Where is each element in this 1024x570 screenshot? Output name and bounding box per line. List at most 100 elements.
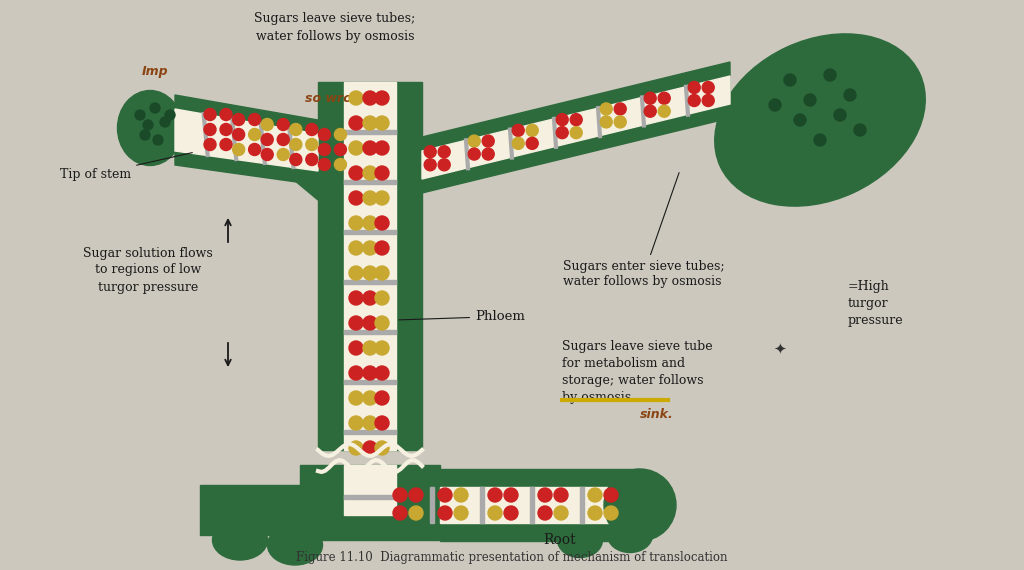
- Circle shape: [150, 103, 160, 113]
- Circle shape: [604, 506, 618, 520]
- Circle shape: [375, 316, 389, 330]
- Circle shape: [362, 291, 377, 305]
- Circle shape: [362, 391, 377, 405]
- Circle shape: [362, 216, 377, 230]
- Text: Phloem: Phloem: [398, 310, 525, 323]
- Circle shape: [854, 124, 866, 136]
- Circle shape: [702, 82, 714, 93]
- Circle shape: [554, 506, 568, 520]
- Circle shape: [375, 91, 389, 105]
- Circle shape: [204, 124, 216, 136]
- Circle shape: [290, 139, 302, 150]
- Circle shape: [140, 130, 150, 140]
- Circle shape: [438, 506, 452, 520]
- Bar: [430, 487, 434, 523]
- Text: Sugar solution flows
to regions of low
turgor pressure: Sugar solution flows to regions of low t…: [83, 246, 213, 294]
- Circle shape: [160, 117, 170, 127]
- Circle shape: [482, 148, 495, 160]
- Polygon shape: [422, 62, 730, 193]
- Circle shape: [278, 149, 289, 161]
- Circle shape: [318, 144, 331, 156]
- Bar: [480, 487, 484, 523]
- Circle shape: [249, 128, 261, 140]
- Text: Imp: Imp: [141, 65, 168, 78]
- Circle shape: [824, 69, 836, 81]
- Bar: [318, 82, 422, 450]
- Circle shape: [538, 488, 552, 502]
- Text: Tip of stem: Tip of stem: [60, 153, 193, 181]
- Circle shape: [261, 149, 273, 161]
- Circle shape: [232, 144, 245, 156]
- Text: Figure 11.10  Diagrammatic presentation of mechanism of translocation: Figure 11.10 Diagrammatic presentation o…: [296, 552, 728, 564]
- Circle shape: [278, 133, 289, 145]
- Circle shape: [554, 488, 568, 502]
- Circle shape: [349, 441, 362, 455]
- Circle shape: [318, 158, 331, 170]
- Circle shape: [362, 191, 377, 205]
- Circle shape: [454, 488, 468, 502]
- Ellipse shape: [118, 91, 182, 165]
- Circle shape: [512, 124, 524, 136]
- Circle shape: [261, 119, 273, 131]
- Bar: [344, 430, 396, 434]
- Ellipse shape: [715, 34, 926, 206]
- Circle shape: [362, 141, 377, 155]
- Polygon shape: [200, 485, 300, 535]
- Circle shape: [834, 109, 846, 121]
- Text: Root: Root: [544, 533, 577, 547]
- Circle shape: [409, 488, 423, 502]
- Bar: [344, 465, 396, 515]
- Circle shape: [220, 139, 232, 150]
- Circle shape: [504, 506, 518, 520]
- Bar: [344, 180, 396, 184]
- Circle shape: [290, 124, 302, 136]
- Circle shape: [362, 116, 377, 130]
- Polygon shape: [175, 95, 318, 185]
- Circle shape: [644, 92, 656, 104]
- Circle shape: [143, 120, 153, 130]
- Circle shape: [375, 216, 389, 230]
- Circle shape: [438, 146, 451, 158]
- Circle shape: [482, 135, 495, 147]
- Circle shape: [375, 141, 389, 155]
- Circle shape: [349, 166, 362, 180]
- Bar: [344, 82, 396, 450]
- Ellipse shape: [302, 500, 357, 540]
- Circle shape: [349, 116, 362, 130]
- Circle shape: [362, 416, 377, 430]
- Ellipse shape: [607, 518, 652, 552]
- Circle shape: [362, 341, 377, 355]
- Circle shape: [504, 488, 518, 502]
- Circle shape: [349, 316, 362, 330]
- Circle shape: [424, 146, 436, 158]
- Circle shape: [658, 105, 670, 117]
- Circle shape: [844, 89, 856, 101]
- Circle shape: [349, 216, 362, 230]
- Bar: [344, 130, 396, 134]
- Circle shape: [409, 506, 423, 520]
- Circle shape: [290, 153, 302, 165]
- Ellipse shape: [267, 525, 323, 565]
- Circle shape: [512, 137, 524, 149]
- Circle shape: [468, 148, 480, 160]
- Text: ✦: ✦: [773, 342, 786, 357]
- Circle shape: [362, 316, 377, 330]
- Circle shape: [375, 266, 389, 280]
- Circle shape: [335, 158, 346, 170]
- Circle shape: [375, 191, 389, 205]
- Circle shape: [204, 139, 216, 150]
- Circle shape: [644, 105, 656, 117]
- Bar: [344, 280, 396, 284]
- Circle shape: [688, 95, 700, 107]
- Circle shape: [135, 110, 145, 120]
- Circle shape: [349, 291, 362, 305]
- Bar: [300, 465, 440, 540]
- Circle shape: [614, 116, 627, 128]
- Circle shape: [306, 139, 317, 150]
- Circle shape: [393, 506, 407, 520]
- Circle shape: [204, 108, 216, 120]
- Circle shape: [804, 94, 816, 106]
- Ellipse shape: [213, 520, 267, 560]
- Circle shape: [349, 241, 362, 255]
- Circle shape: [526, 137, 539, 149]
